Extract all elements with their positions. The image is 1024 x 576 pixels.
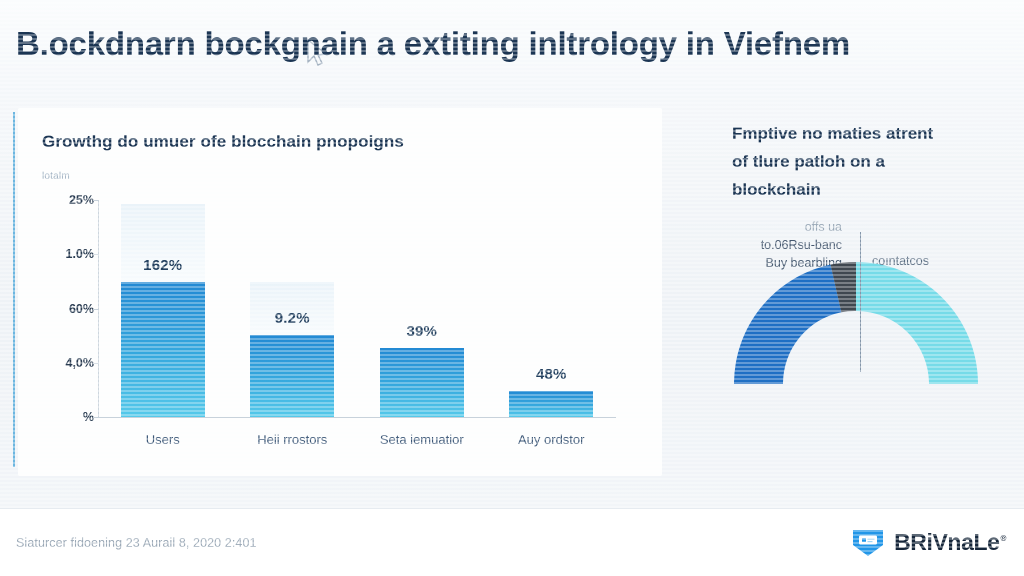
registered-mark-icon: ®	[1000, 533, 1007, 543]
y-axis-tick-mark	[93, 362, 99, 364]
x-axis-line	[98, 417, 616, 418]
bar-column[interactable]: 39%	[379, 200, 464, 417]
mouse-cursor-artifact-icon	[307, 38, 328, 66]
gauge-panel-title: Fmptive no maties atrent of tlure patloh…	[732, 120, 1008, 204]
bar-fill	[379, 347, 464, 417]
slide-footer: Siaturcer fidoening 23 Aurail 8, 2020 2:…	[0, 508, 1024, 576]
bar-chart-card: Growthg do umuer ofe blocchain pnopoigns…	[18, 108, 662, 476]
left-accent-rule	[13, 112, 15, 467]
gauge-segment-gray	[830, 261, 856, 313]
bar-value-label: 48%	[535, 365, 567, 383]
footer-source-note: Siaturcer fidoening 23 Aurail 8, 2020 2:…	[16, 536, 257, 550]
bar-series: 162% 9.2% 39% 48%	[98, 200, 616, 417]
y-axis-tick-label: %	[82, 410, 94, 424]
gauge-annotation-line-1: off­s ua	[804, 220, 842, 234]
bar-chart-plot: 25% 1.0% 60% 4,0%% 162% 9.2% 39% 48% Users Heii…	[42, 193, 640, 447]
y-axis-tick-label: 25%	[68, 193, 94, 207]
y-axis-tick-label: 60%	[68, 301, 94, 316]
bar-column[interactable]: 48%	[509, 200, 594, 417]
brand-name-text: BRiVnaLe	[894, 528, 1000, 555]
x-axis-category-label: Heii rrostors	[257, 432, 328, 447]
bar-fill	[509, 390, 594, 417]
gauge-chart: off­s ua to.06Rsu-banc Buy bearbling coı…	[700, 218, 1012, 551]
bar-value-label: 39%	[406, 322, 438, 340]
gauge-title-line-3: blockchain	[732, 180, 821, 199]
y-axis-tick-label: 1.0%	[65, 247, 95, 262]
brand-logo: BRiVnaLe®	[851, 527, 1006, 557]
title-bar: B.ockdnarn bockgnain a extiting inltrolo…	[0, 0, 1024, 96]
bar-fill	[120, 282, 205, 417]
gauge-title-line-2: of tlure patloh on a	[732, 152, 885, 171]
bar-column[interactable]: 9.2%	[250, 200, 335, 417]
gauge-arc-svg	[733, 261, 978, 384]
gauge-center-divider	[860, 232, 861, 372]
gauge-panel: Fmptive no maties atrent of tlure patloh…	[700, 108, 1012, 551]
bar-fill	[250, 334, 335, 417]
y-axis-tick-mark	[93, 308, 99, 310]
gauge-title-line-1: Fmptive no maties atrent	[732, 124, 934, 143]
bar-column[interactable]: 162%	[120, 200, 205, 417]
chart-title: Growthg do umuer ofe blocchain pnopoigns	[42, 132, 404, 151]
y-axis-tick-mark	[93, 200, 99, 201]
page-title: B.ockdnarn bockgnain a extiting inltrolo…	[16, 25, 851, 62]
gauge-right-annotation: coıntatcos	[872, 254, 929, 268]
brand-name: BRiVnaLe®	[894, 529, 1006, 556]
x-axis-category-label: Users	[145, 432, 180, 447]
x-axis-category-label: Seta iemuatior	[379, 432, 464, 447]
gauge-segment-cyan	[856, 262, 978, 384]
bar-value-label: 9.2%	[274, 309, 310, 327]
gauge-segment-blue	[733, 264, 842, 384]
y-axis-tick-mark	[93, 417, 99, 418]
bar-value-label: 162%	[143, 257, 183, 275]
y-axis-tick-label: 4,0%	[65, 355, 95, 370]
y-axis-tick-mark	[93, 254, 99, 256]
bar-ghost-cap	[120, 204, 205, 283]
brivnale-shield-icon	[853, 530, 884, 556]
x-axis-category-label: Auy ordstor	[518, 432, 585, 447]
bar-ghost-cap	[250, 282, 335, 335]
chart-subtitle: lotalm	[42, 171, 70, 182]
gauge-annotation-line-2: to.06Rsu-banc	[760, 238, 842, 252]
